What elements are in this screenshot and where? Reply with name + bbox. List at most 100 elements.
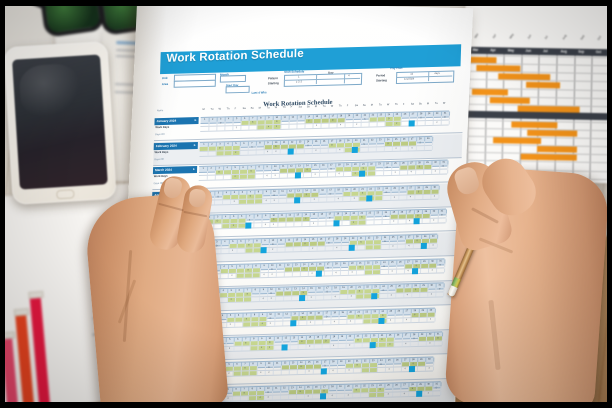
days-off-cell[interactable] bbox=[432, 390, 442, 395]
highlighted-day-cell[interactable] bbox=[333, 220, 340, 228]
smartphone[interactable] bbox=[3, 40, 117, 206]
shift-schedule-label: Shift Schedule bbox=[284, 69, 305, 74]
highlighted-day-cell[interactable] bbox=[294, 197, 301, 204]
highlighted-day-cell[interactable] bbox=[358, 171, 366, 178]
gantt-task-bar bbox=[489, 97, 530, 104]
gantt-task-bar bbox=[471, 88, 508, 96]
highlighted-day-cell[interactable] bbox=[351, 146, 358, 153]
gantt-month-label: Jun bbox=[525, 48, 532, 53]
days-off-cell[interactable]: 3 bbox=[424, 366, 435, 371]
days-off-cell[interactable] bbox=[440, 120, 450, 125]
phone-screen-glare bbox=[18, 62, 82, 119]
gantt-month-label: Aug bbox=[560, 49, 567, 54]
days-off-cell[interactable] bbox=[433, 341, 443, 346]
dow-letter: Tu bbox=[434, 101, 438, 105]
pay-plan-label: Pay Plan bbox=[390, 65, 403, 71]
letterbox-left bbox=[0, 0, 5, 408]
phone-home-button[interactable] bbox=[56, 189, 75, 200]
gantt-grid: Mar Mar Apr Apr May May Jun Jun Jul Jul Aug Aug Sep S… bbox=[466, 32, 611, 180]
dow-letter: Th bbox=[338, 104, 342, 108]
month-input[interactable] bbox=[219, 74, 247, 83]
gantt-task-bar bbox=[498, 73, 551, 81]
dow-letter: M bbox=[370, 103, 373, 107]
gantt-column-header: Apr bbox=[490, 33, 497, 40]
dow-letter: Su bbox=[362, 103, 366, 107]
highlighted-day-cell[interactable] bbox=[416, 390, 423, 397]
start-day-input[interactable] bbox=[225, 85, 250, 94]
highlighted-day-cell[interactable] bbox=[281, 345, 288, 352]
dow-letter: W bbox=[386, 103, 390, 107]
dow-letter: F bbox=[402, 102, 405, 106]
shift-pattern-value: 1 bbox=[298, 75, 300, 79]
shift-cell[interactable]: D bbox=[432, 386, 442, 391]
dow-letter: Tu bbox=[322, 104, 326, 108]
highlighted-day-cell[interactable] bbox=[366, 195, 373, 202]
highlighted-day-cell[interactable] bbox=[315, 270, 322, 277]
dow-letter: Tu bbox=[266, 106, 270, 110]
highlighted-day-cell[interactable] bbox=[260, 247, 267, 254]
chevron-right-icon bbox=[193, 168, 196, 171]
gantt-header-bar bbox=[467, 110, 609, 121]
pay-starting-label: Starting bbox=[375, 78, 388, 83]
days-off-cell[interactable] bbox=[436, 267, 446, 272]
area-input[interactable] bbox=[173, 79, 216, 88]
days-off-cell[interactable] bbox=[435, 292, 445, 297]
last-weeks-label: Last 4 Wks bbox=[251, 90, 267, 95]
highlighted-day-cell[interactable] bbox=[290, 320, 297, 327]
highlighted-day-cell[interactable] bbox=[369, 342, 376, 349]
pay-period-value: 14 bbox=[410, 72, 414, 76]
highlighted-day-cell[interactable] bbox=[378, 318, 385, 325]
highlighted-day-cell[interactable] bbox=[413, 218, 420, 226]
highlighted-day-cell[interactable] bbox=[294, 172, 302, 180]
highlighted-day-cell[interactable] bbox=[298, 295, 306, 302]
dow-letter: F bbox=[234, 107, 237, 111]
dow-letter: Sa bbox=[298, 105, 302, 109]
dow-letter: W bbox=[442, 101, 446, 105]
dow-letter: W bbox=[330, 104, 334, 108]
gantt-month-label: Mar bbox=[472, 47, 479, 52]
gantt-task-bar bbox=[511, 121, 558, 129]
highlighted-day-cell[interactable] bbox=[408, 120, 415, 127]
highlighted-day-cell[interactable] bbox=[348, 245, 355, 252]
days-off-cell[interactable]: 3 bbox=[428, 243, 438, 248]
shift-cell[interactable] bbox=[424, 140, 434, 146]
dow-letter: Sa bbox=[242, 106, 246, 111]
highlighted-day-cell[interactable] bbox=[420, 243, 427, 250]
highlighted-day-cell[interactable] bbox=[411, 268, 419, 275]
highlighted-day-cell[interactable] bbox=[287, 148, 294, 155]
dow-letter: Tu bbox=[210, 107, 214, 111]
gantt-column-header: Sep bbox=[578, 34, 586, 41]
days-off-cell[interactable] bbox=[423, 145, 434, 150]
letterbox-top bbox=[0, 0, 612, 6]
shift-starting-label: Starting bbox=[267, 81, 279, 86]
highlighted-day-cell[interactable] bbox=[371, 293, 378, 300]
days-off-cell[interactable] bbox=[439, 169, 449, 174]
gantt-column-header: Oct bbox=[596, 35, 603, 42]
gantt-task-bar bbox=[476, 64, 521, 72]
days-off-cell[interactable] bbox=[437, 218, 447, 223]
dow-letter: Su bbox=[418, 102, 423, 106]
gantt-column-header: Jun bbox=[526, 33, 533, 40]
gantt-chart-board: Mar Mar Apr Apr May May Jun Jun Jul Jul Aug Aug Sep S… bbox=[462, 0, 612, 184]
days-off-cell[interactable]: 3 bbox=[426, 316, 436, 322]
highlighted-day-cell[interactable] bbox=[320, 368, 327, 375]
gantt-month-label: Oct bbox=[595, 49, 602, 55]
shift-day-value: 4 bbox=[348, 74, 350, 78]
days-off-cell[interactable]: 3 bbox=[430, 194, 440, 199]
gantt-column-header: Jul bbox=[543, 34, 550, 41]
highlighted-day-cell[interactable] bbox=[319, 393, 327, 400]
highlighted-day-cell[interactable] bbox=[408, 366, 416, 373]
chevron-right-icon bbox=[194, 119, 197, 122]
dow-letter: Th bbox=[282, 105, 286, 109]
left-fingers bbox=[147, 173, 226, 274]
highlighted-day-cell[interactable] bbox=[245, 223, 252, 230]
dow-letter: Su bbox=[250, 106, 254, 110]
shift-cell[interactable]: D bbox=[436, 263, 446, 268]
gantt-month-label: May bbox=[507, 48, 515, 53]
gantt-task-bar bbox=[517, 105, 580, 113]
red-chart-bar-cap bbox=[28, 290, 44, 300]
gantt-month-label: Apr bbox=[490, 48, 496, 53]
red-chart-bar-cap bbox=[13, 308, 30, 317]
dow-letter: M bbox=[314, 105, 317, 109]
